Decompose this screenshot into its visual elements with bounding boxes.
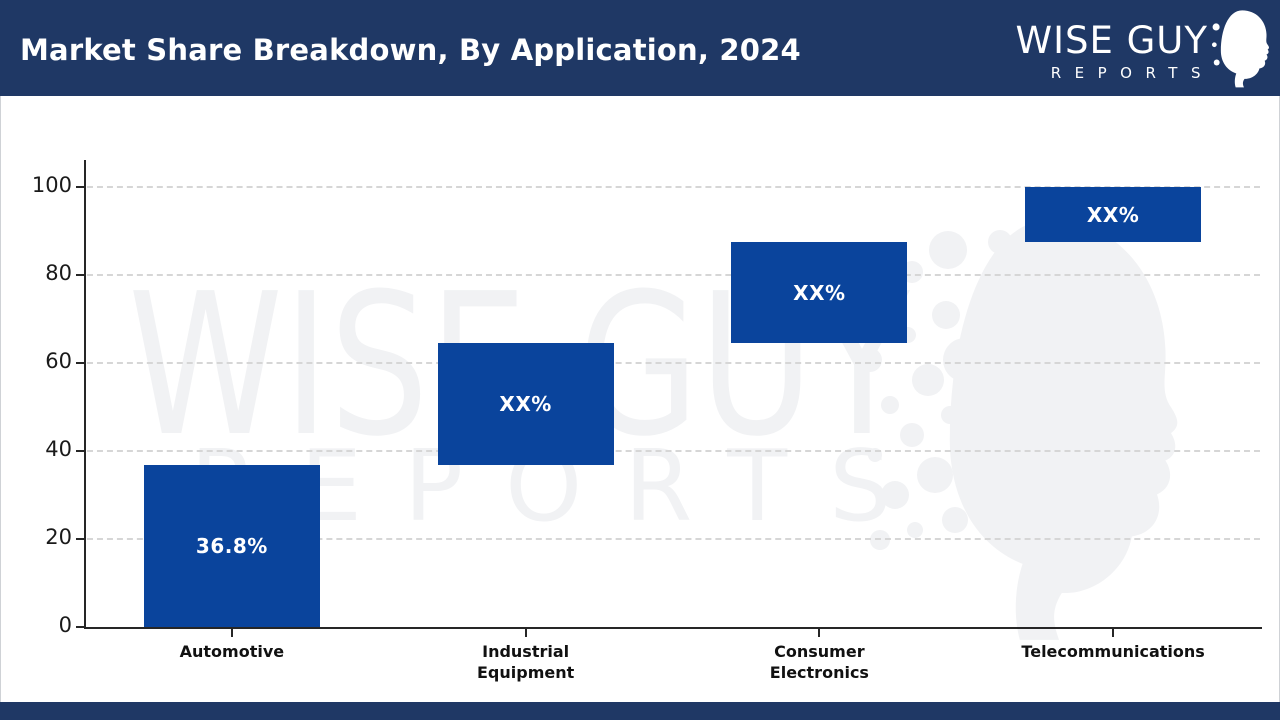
bar: XX% [437,343,614,466]
y-tick-mark [76,274,85,276]
y-tick-label: 100 [31,173,72,197]
y-gridline [87,274,1260,276]
y-tick-mark [76,362,85,364]
y-tick-label: 60 [45,349,72,373]
x-axis-label: Automotive [179,642,285,661]
y-gridline [87,362,1260,364]
chart-title: Market Share Breakdown, By Application, … [20,33,801,67]
watermark-head-icon [860,220,1178,640]
y-gridline [87,450,1260,452]
y-gridline [87,186,1260,188]
brand-wordmark-reports: REPORTS [1050,64,1214,82]
brand-head-icon [1211,10,1269,88]
bar-value-label: XX% [793,280,846,305]
y-tick-label: 80 [45,261,72,285]
y-tick-mark [76,186,85,188]
x-tick-mark [1112,629,1115,637]
y-gridline [87,538,1260,540]
bar-value-label: XX% [499,392,552,417]
y-tick-mark [76,538,85,540]
x-axis-line [84,627,1262,629]
bar: 36.8% [143,465,320,627]
x-axis-label: Industrial Equipment [476,642,575,683]
bar: XX% [1025,187,1202,242]
header-bar: Market Share Breakdown, By Application, … [0,0,1280,96]
x-axis-label: Telecommunications [1021,642,1205,661]
y-tick-mark [76,450,85,452]
brand-wordmark: WISE GUY [1015,19,1208,62]
y-tick-label: 40 [45,437,72,461]
y-tick-mark [76,626,85,628]
x-tick-mark [818,629,821,637]
x-tick-mark [230,629,233,637]
y-tick-label: 20 [45,525,72,549]
y-tick-label: 0 [58,613,72,637]
footer-bar [0,702,1280,720]
x-tick-mark [524,629,527,637]
bar-value-label: XX% [1086,202,1140,227]
bar: XX% [731,242,908,344]
y-axis-line [84,160,86,629]
bar-value-label: 36.8% [195,534,268,559]
x-axis-label: Consumer Electronics [769,642,869,683]
